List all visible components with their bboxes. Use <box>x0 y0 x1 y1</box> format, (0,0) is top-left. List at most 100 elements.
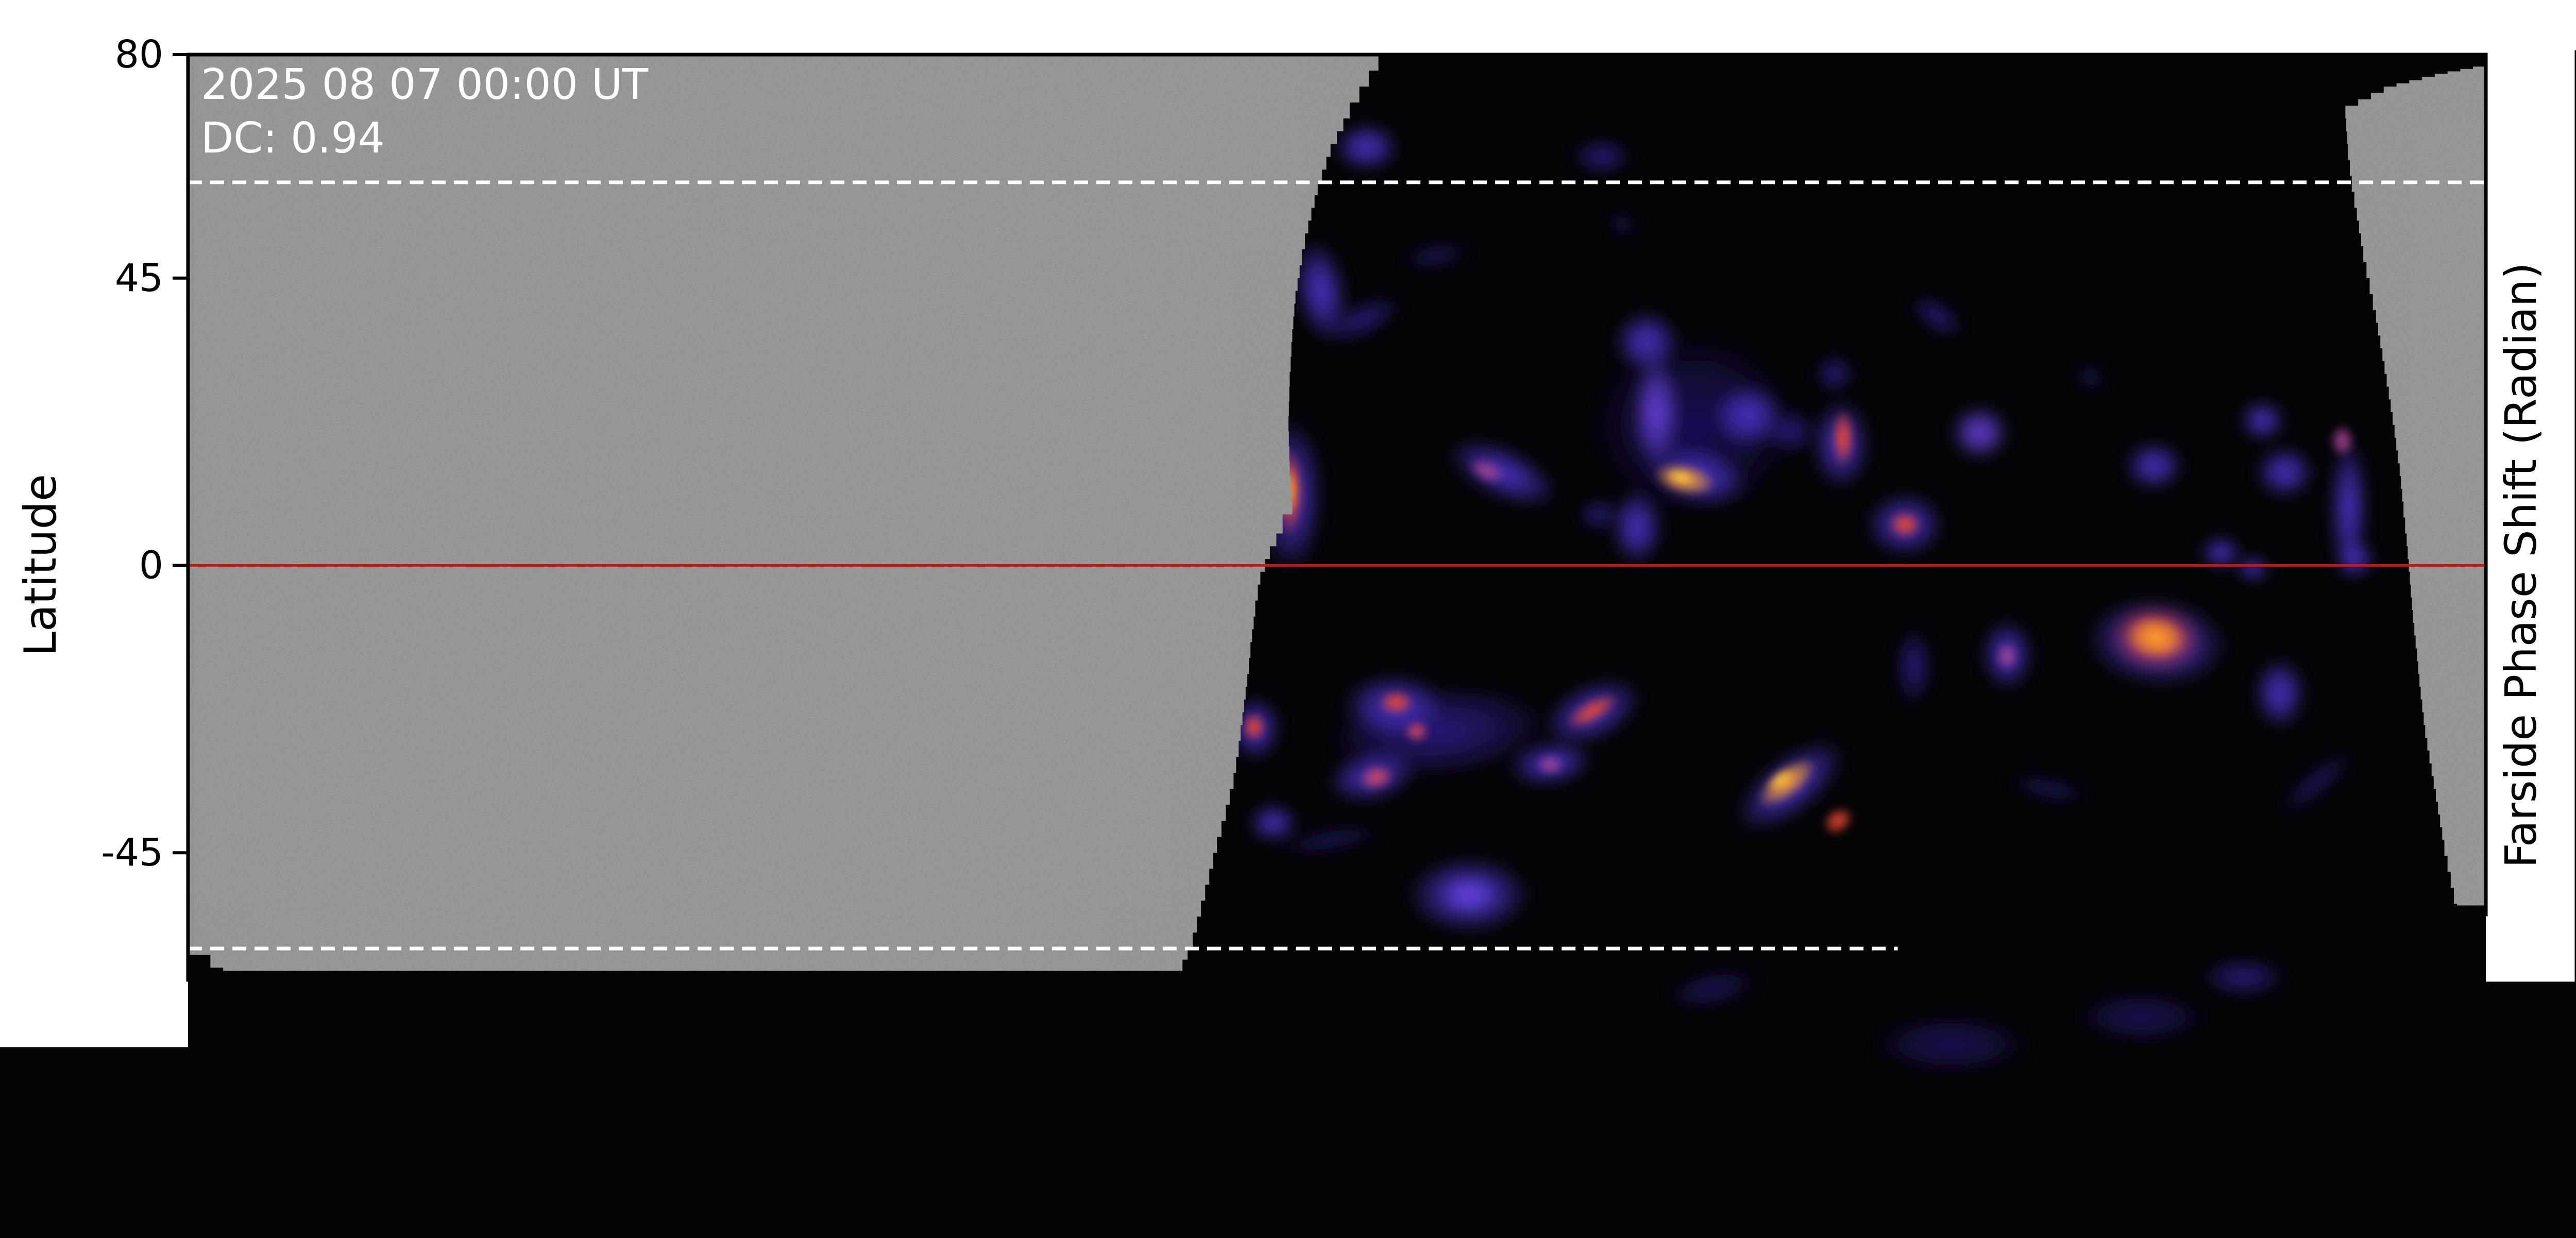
y-tick-label: 0 <box>139 544 163 588</box>
active-region <box>857 700 872 711</box>
active-region <box>298 406 314 419</box>
y-tick-label: 45 <box>115 256 163 300</box>
active-region <box>1030 631 1044 672</box>
active-region <box>544 689 560 698</box>
active-region <box>394 416 416 434</box>
active-region <box>328 495 354 516</box>
farside-blob-core <box>1996 642 2019 670</box>
map-area <box>183 55 2486 1076</box>
timestamp-label: 2025 08 07 00:00 UT <box>201 60 649 109</box>
farside-blob <box>2336 540 2374 578</box>
active-region <box>418 404 431 414</box>
active-region <box>1136 420 1155 430</box>
active-region <box>795 504 813 518</box>
y-tick-label: -45 <box>101 830 163 875</box>
x-axis-title: Carrington Longitude <box>1103 1152 1572 1203</box>
active-region <box>532 618 546 628</box>
farside-blob <box>2202 958 2285 996</box>
farside-blob <box>1249 804 1297 842</box>
active-region <box>970 690 989 703</box>
active-region <box>812 467 828 479</box>
x-tick-label: 180 <box>1300 1101 1373 1145</box>
duty-cycle-label: DC: 0.94 <box>201 114 385 163</box>
active-region <box>2453 617 2468 629</box>
farside-blob <box>2240 400 2285 441</box>
active-region <box>800 519 827 542</box>
farside-blob <box>1440 876 1498 914</box>
x-tick-label: 0 <box>176 1101 200 1145</box>
active-region <box>1188 388 1206 397</box>
active-region <box>374 510 398 529</box>
active-region <box>953 409 968 416</box>
farside-blob <box>2236 556 2269 582</box>
colorbar-farside-title: Farside Phase Shift (Radian) <box>2496 262 2546 868</box>
active-region <box>607 364 624 377</box>
farside-blob <box>1611 212 1634 235</box>
active-region <box>380 441 398 454</box>
farside-blob <box>2256 447 2314 498</box>
active-region <box>261 409 287 428</box>
active-region <box>981 672 1004 688</box>
active-region <box>999 661 1018 674</box>
x-tick-label: 240 <box>1684 1101 1756 1145</box>
x-tick-label: 120 <box>918 1101 990 1145</box>
farside-blob-core <box>2329 425 2355 457</box>
farside-blob <box>1951 406 2009 460</box>
farside-blob <box>1573 139 1631 175</box>
farside-blob <box>1816 355 1854 393</box>
solar-farside-map-figure: 2025 08 07 00:00 UT DC: 0.94 0 60 120 180 24… <box>0 0 2576 1238</box>
active-region <box>282 425 298 438</box>
farside-blob <box>2125 442 2183 490</box>
figure-canvas: 2025 08 07 00:00 UT DC: 0.94 0 60 120 180 24… <box>0 0 2576 1238</box>
active-region <box>356 489 371 501</box>
active-region <box>514 447 526 453</box>
x-tick-label: 300 <box>2066 1101 2139 1145</box>
active-region <box>868 710 880 721</box>
active-region <box>648 375 667 385</box>
active-region <box>1222 474 1235 484</box>
active-region <box>840 524 863 542</box>
active-region <box>1227 488 1249 505</box>
active-region <box>711 618 724 628</box>
farside-blob <box>1612 489 1663 566</box>
y-tick-label: 80 <box>115 32 163 77</box>
active-region <box>818 481 848 505</box>
y-axis-title: Latitude <box>15 474 66 656</box>
farside-blob-core <box>1536 754 1565 775</box>
farside-blob-core <box>1404 720 1430 743</box>
active-region <box>590 348 609 361</box>
active-region <box>1055 662 1070 673</box>
farside-blob <box>1896 628 1931 705</box>
active-region <box>241 403 257 415</box>
active-region <box>565 634 578 643</box>
active-region <box>1152 383 1165 389</box>
farside-blob <box>2254 658 2305 728</box>
active-region <box>1045 636 1061 649</box>
active-region <box>1177 434 1191 442</box>
farside-blob-core <box>1242 713 1266 742</box>
farside-blob-core <box>1379 690 1414 716</box>
active-region <box>2419 447 2435 460</box>
active-region <box>1203 415 1216 422</box>
farside-blob <box>2077 364 2103 390</box>
farside-blob-core <box>1832 409 1855 467</box>
active-region <box>2424 468 2446 484</box>
active-region <box>489 511 500 517</box>
farside-blob <box>1334 123 1398 172</box>
active-region <box>837 508 854 521</box>
x-tick-label: 360 <box>2449 1101 2522 1145</box>
active-region <box>573 357 594 372</box>
active-region <box>2441 383 2467 402</box>
farside-blob <box>2077 991 2205 1042</box>
active-region <box>890 473 903 479</box>
active-region <box>316 398 329 408</box>
farside-blob-core <box>1888 511 1921 539</box>
active-region <box>404 436 425 452</box>
active-region <box>1011 676 1025 688</box>
active-region <box>2435 635 2454 649</box>
farside-blob <box>1765 409 1816 454</box>
active-region <box>1205 486 1231 507</box>
x-tick-label: 60 <box>547 1101 595 1145</box>
farside-blob <box>1875 1015 2028 1073</box>
y-tick-label: -80 <box>101 1054 163 1098</box>
